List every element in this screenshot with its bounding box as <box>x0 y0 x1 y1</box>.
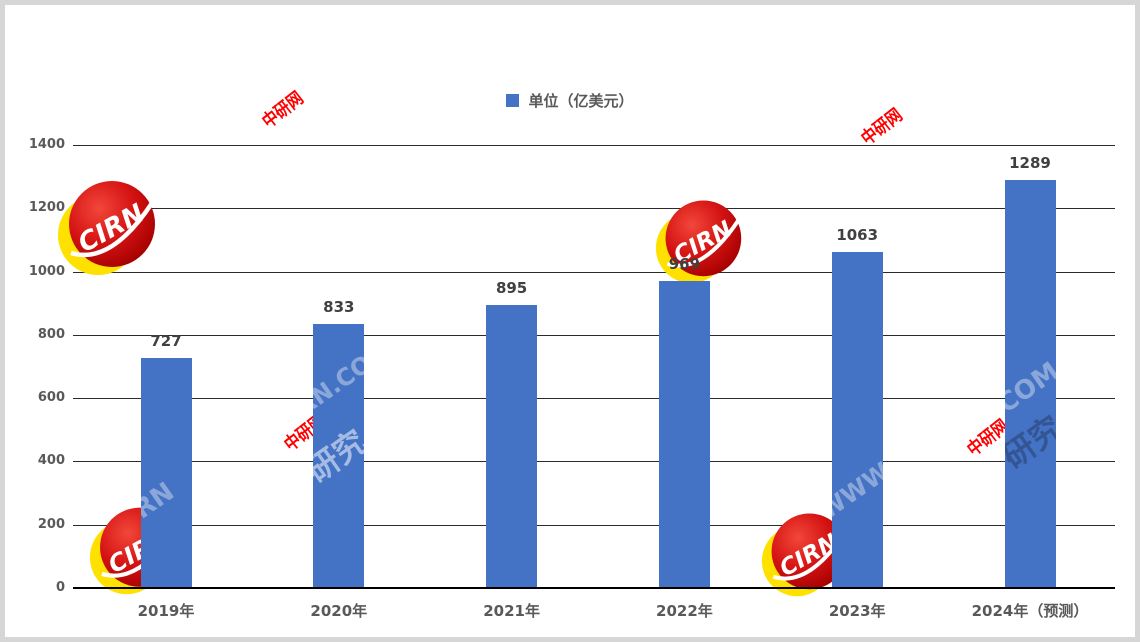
diagonal-watermark-fragment: 研究 <box>313 422 365 491</box>
bar-value-label-2024年（预测）: 1289 <box>1009 154 1051 173</box>
x-axis-tick-2024年（预测）: 2024年（预测） <box>971 602 1089 620</box>
chart-legend: 单位（亿美元） <box>5 90 1135 111</box>
x-axis-tick-2020年: 2020年 <box>310 602 368 620</box>
bar-value-label-2020年: 833 <box>323 298 355 317</box>
bar-2019年: RN <box>140 357 192 588</box>
bar-2021年 <box>486 304 538 588</box>
y-axis-tick-1200: 1200 <box>28 200 65 216</box>
bar-value-label-2022年: 969 <box>668 255 701 274</box>
diagonal-watermark-fragment: RN <box>140 476 180 526</box>
y-axis-tick-0: 0 <box>55 580 65 595</box>
y-axis-tick-400: 400 <box>37 453 65 469</box>
diagonal-watermark-fragment: RN.CO <box>313 349 365 422</box>
y-axis-tick-200: 200 <box>37 516 65 532</box>
bar-2020年: RN.CO 研究 <box>313 324 365 588</box>
cirn-logo-watermark-1: CIRN <box>57 177 157 277</box>
x-axis-line <box>73 587 1115 589</box>
x-axis-tick-2022年: 2022年 <box>656 602 713 620</box>
gridline-800 <box>73 334 1115 336</box>
gridline-1400 <box>73 145 1115 146</box>
gridline-200 <box>73 524 1115 526</box>
diagonal-watermark-fragment: WWW. <box>831 452 883 526</box>
y-axis-tick-1400: 1400 <box>28 137 65 152</box>
bar-chart: 0 200 400 600 800 1000 1200 1400 CIRN CIRN CIRN CIR… <box>5 5 1135 637</box>
gridline-400 <box>73 461 1115 463</box>
gridline-600 <box>73 398 1115 400</box>
x-axis-tick-2019年: 2019年 <box>137 602 195 620</box>
bar-2024年（预测）: .COM 研究 <box>1004 180 1056 588</box>
gridline-1000 <box>73 271 1115 273</box>
gridline-1200 <box>73 208 1115 210</box>
x-axis-tick-2023年: 2023年 <box>828 602 886 620</box>
legend-swatch <box>506 94 520 107</box>
legend-label: 单位（亿美元） <box>528 92 634 110</box>
cirn-logo-watermark-2: CIRN <box>655 197 743 285</box>
bar-value-label-2019年: 727 <box>150 331 182 350</box>
bar-2022年 <box>658 281 710 588</box>
y-axis-tick-600: 600 <box>37 390 65 406</box>
bar-value-label-2023年: 1063 <box>836 225 879 244</box>
y-axis-tick-1000: 1000 <box>28 263 65 279</box>
y-axis-tick-800: 800 <box>37 326 65 342</box>
bar-2023年: WWW. <box>831 251 883 588</box>
bar-value-label-2021年: 895 <box>495 278 528 297</box>
x-axis-tick-2021年: 2021年 <box>483 602 540 620</box>
